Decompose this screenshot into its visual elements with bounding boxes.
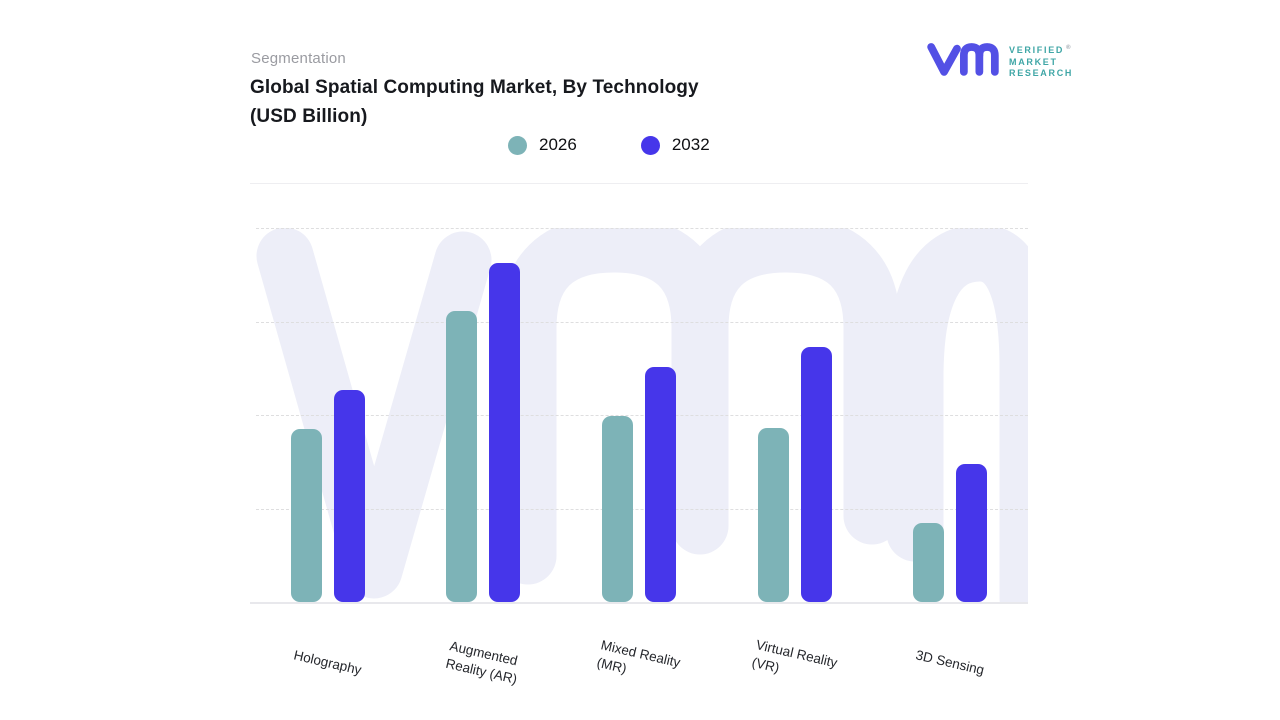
x-label-virtual-reality-vr: Virtual Reality (VR) bbox=[750, 637, 839, 676]
x-label-cell-3d-sensing: 3D Sensing bbox=[872, 647, 1028, 677]
x-label-mixed-reality-mr: Mixed Reality (MR) bbox=[595, 637, 683, 677]
x-label-3d-sensing: 3D Sensing bbox=[914, 647, 986, 678]
bar-group-augmented-reality-ar bbox=[446, 228, 521, 602]
bar-group-3d-sensing bbox=[913, 228, 988, 602]
x-axis-labels: Holography Augmented Reality (AR) Mixed Rea… bbox=[250, 628, 1028, 698]
header-divider bbox=[250, 183, 1028, 184]
gridline bbox=[256, 508, 1028, 510]
x-label-cell-mixed-reality-mr: Mixed Reality (MR) bbox=[561, 637, 717, 681]
title-line-1: Global Spatial Computing Market, By Tech… bbox=[250, 77, 699, 98]
bar-2026-augmented-reality-ar[interactable] bbox=[446, 311, 478, 602]
x-label-cell-virtual-reality-vr: Virtual Reality (VR) bbox=[717, 637, 873, 681]
bar-group-virtual-reality-vr bbox=[757, 228, 832, 602]
bar-2026-3d-sensing[interactable] bbox=[913, 523, 945, 602]
x-label-cell-holography: Holography bbox=[250, 647, 406, 677]
legend-label-2026: 2026 bbox=[539, 135, 577, 154]
chart-legend: 2026 2032 bbox=[508, 135, 710, 155]
legend-item-2032[interactable]: 2032 bbox=[640, 135, 710, 155]
legend-label-2032: 2032 bbox=[671, 135, 710, 154]
title-line-2: (USD Billion) bbox=[250, 106, 368, 127]
registered-trademark-symbol: ® bbox=[1066, 45, 1071, 52]
legend-swatch-2032-icon bbox=[640, 135, 660, 155]
bar-groups-container bbox=[250, 228, 1028, 602]
brand-wordmark: VERIFIED ® MARKET RESEARCH bbox=[1009, 43, 1073, 80]
bar-group-mixed-reality-mr bbox=[601, 228, 676, 602]
gridline bbox=[256, 228, 1028, 229]
bar-2026-holography[interactable] bbox=[290, 428, 322, 602]
plot-area bbox=[250, 228, 1028, 604]
bar-2032-augmented-reality-ar[interactable] bbox=[489, 263, 521, 602]
legend-item-2026[interactable]: 2026 bbox=[508, 135, 577, 155]
brand-word-market: MARKET bbox=[1009, 56, 1058, 67]
brand-word-verified: VERIFIED bbox=[1009, 45, 1065, 56]
bar-2032-virtual-reality-vr[interactable] bbox=[800, 346, 832, 602]
legend-swatch-2026-icon bbox=[508, 135, 527, 155]
x-label-augmented-reality-ar: Augmented Reality (AR) bbox=[444, 638, 520, 687]
x-label-cell-augmented-reality-ar: Augmented Reality (AR) bbox=[406, 638, 562, 687]
bar-2026-mixed-reality-mr[interactable] bbox=[601, 416, 633, 602]
x-label-holography: Holography bbox=[292, 647, 364, 678]
gridline bbox=[256, 321, 1028, 323]
brand-logo[interactable]: VERIFIED ® MARKET RESEARCH bbox=[926, 36, 1073, 87]
bar-2032-holography[interactable] bbox=[333, 389, 365, 602]
bar-2032-3d-sensing[interactable] bbox=[956, 464, 988, 602]
gridline bbox=[256, 415, 1028, 416]
page-title: Global Spatial Computing Market, By Tech… bbox=[250, 73, 810, 131]
vmr-logo-mark-icon bbox=[926, 36, 1000, 87]
eyebrow-label: Segmentation bbox=[251, 50, 346, 67]
bar-2032-mixed-reality-mr[interactable] bbox=[644, 367, 676, 602]
bar-group-holography bbox=[290, 228, 365, 602]
bar-2026-virtual-reality-vr[interactable] bbox=[757, 428, 789, 602]
brand-word-research: RESEARCH bbox=[1009, 68, 1074, 79]
